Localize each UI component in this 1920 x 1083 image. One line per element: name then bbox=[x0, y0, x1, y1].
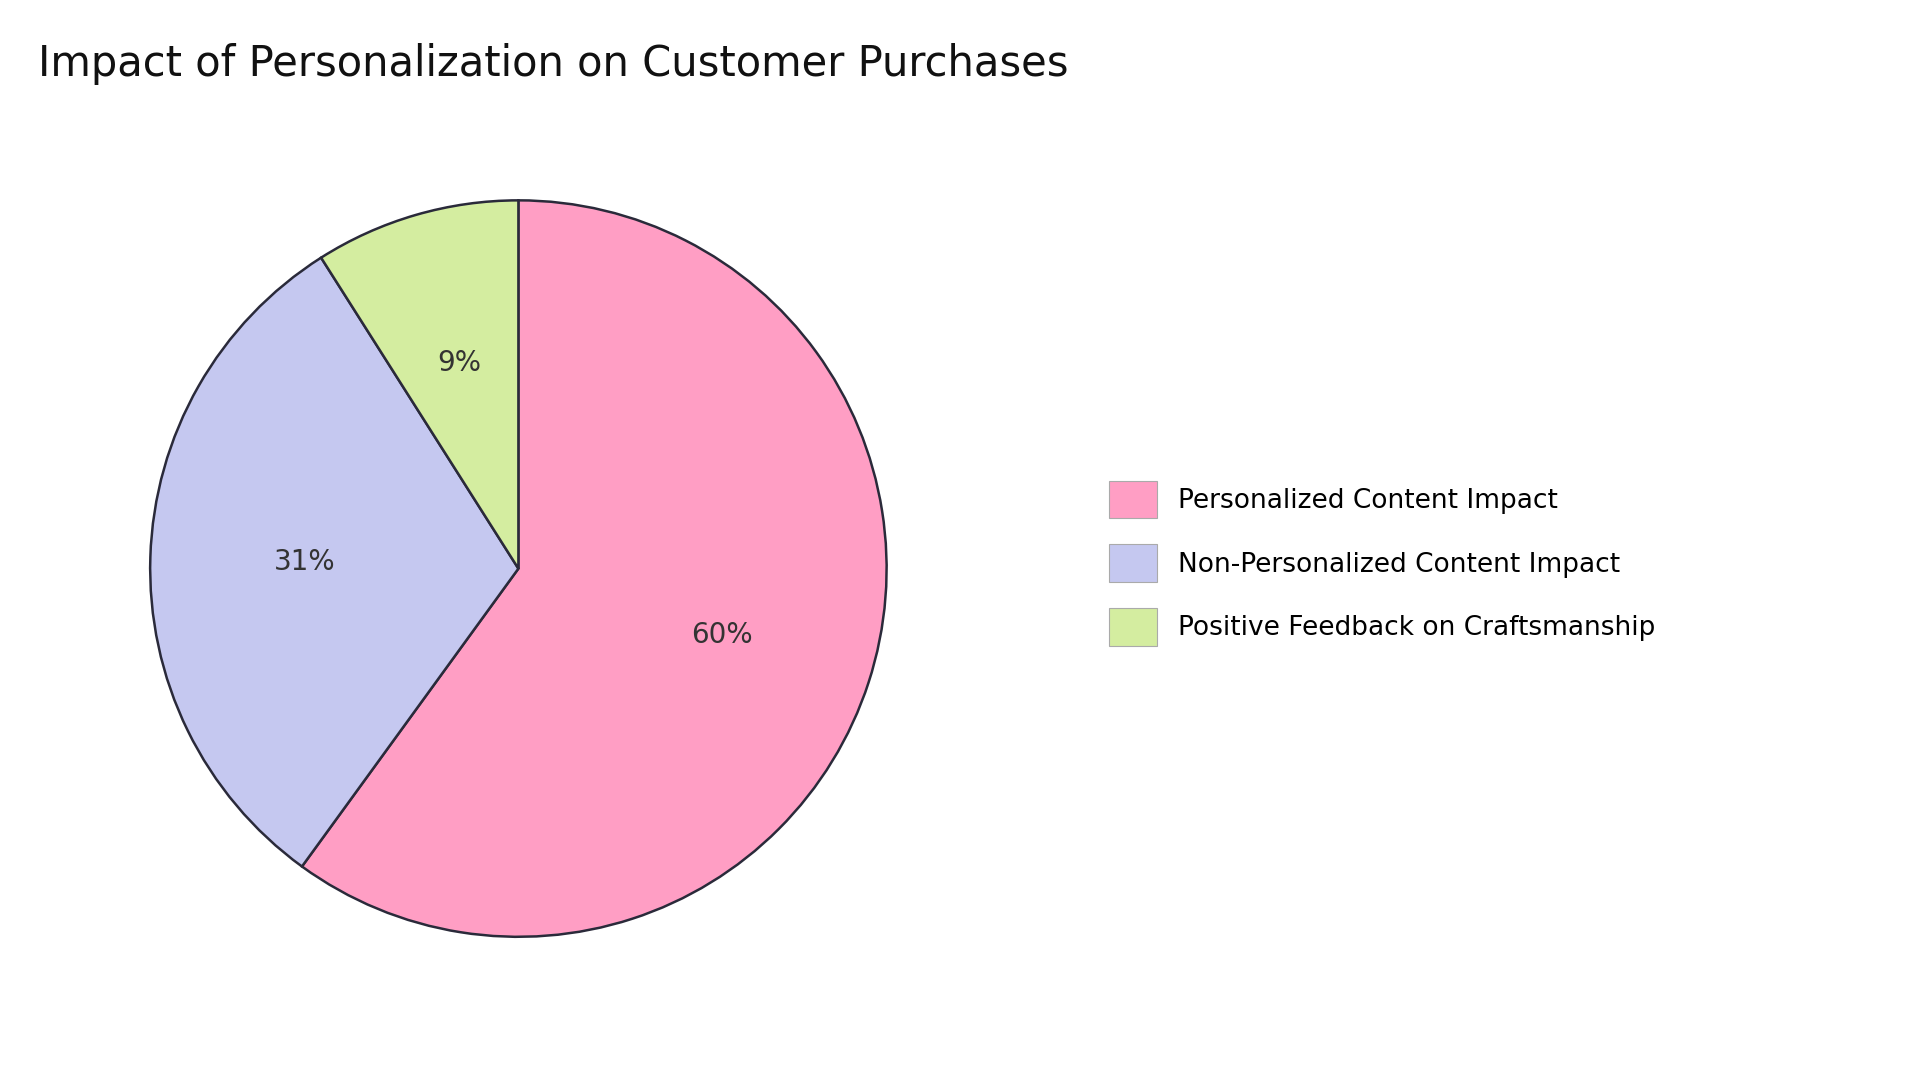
Text: 9%: 9% bbox=[438, 350, 480, 378]
Wedge shape bbox=[301, 200, 887, 937]
Wedge shape bbox=[150, 258, 518, 866]
Wedge shape bbox=[321, 200, 518, 569]
Text: 60%: 60% bbox=[691, 621, 753, 649]
Text: 31%: 31% bbox=[275, 548, 336, 576]
Text: Impact of Personalization on Customer Purchases: Impact of Personalization on Customer Pu… bbox=[38, 43, 1069, 86]
Legend: Personalized Content Impact, Non-Personalized Content Impact, Positive Feedback : Personalized Content Impact, Non-Persona… bbox=[1083, 455, 1682, 671]
